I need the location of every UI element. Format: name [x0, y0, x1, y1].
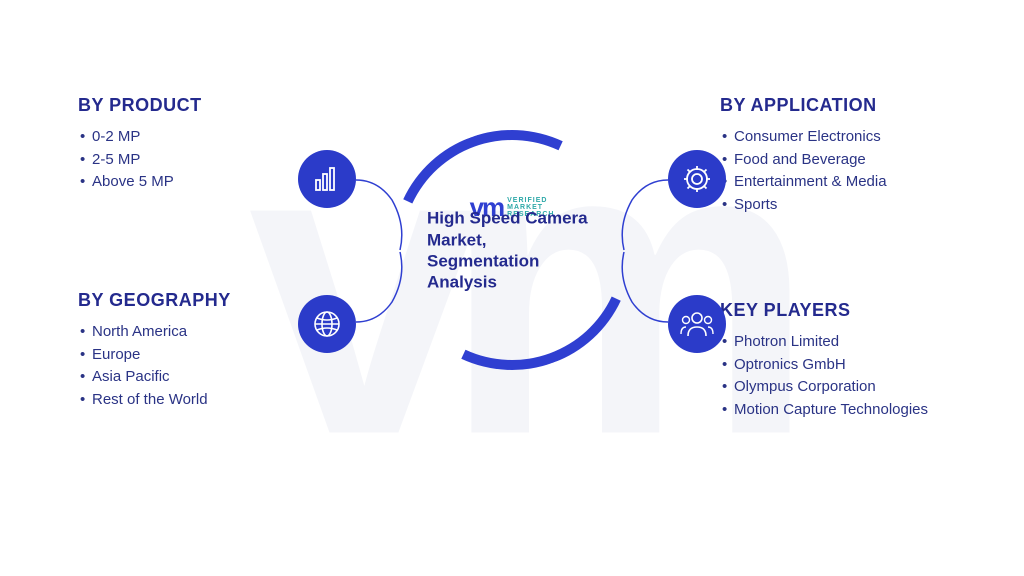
infographic-container: BY PRODUCT 0-2 MP 2-5 MP Above 5 MP BY G…	[0, 0, 1024, 576]
connector-lines	[0, 0, 1024, 576]
